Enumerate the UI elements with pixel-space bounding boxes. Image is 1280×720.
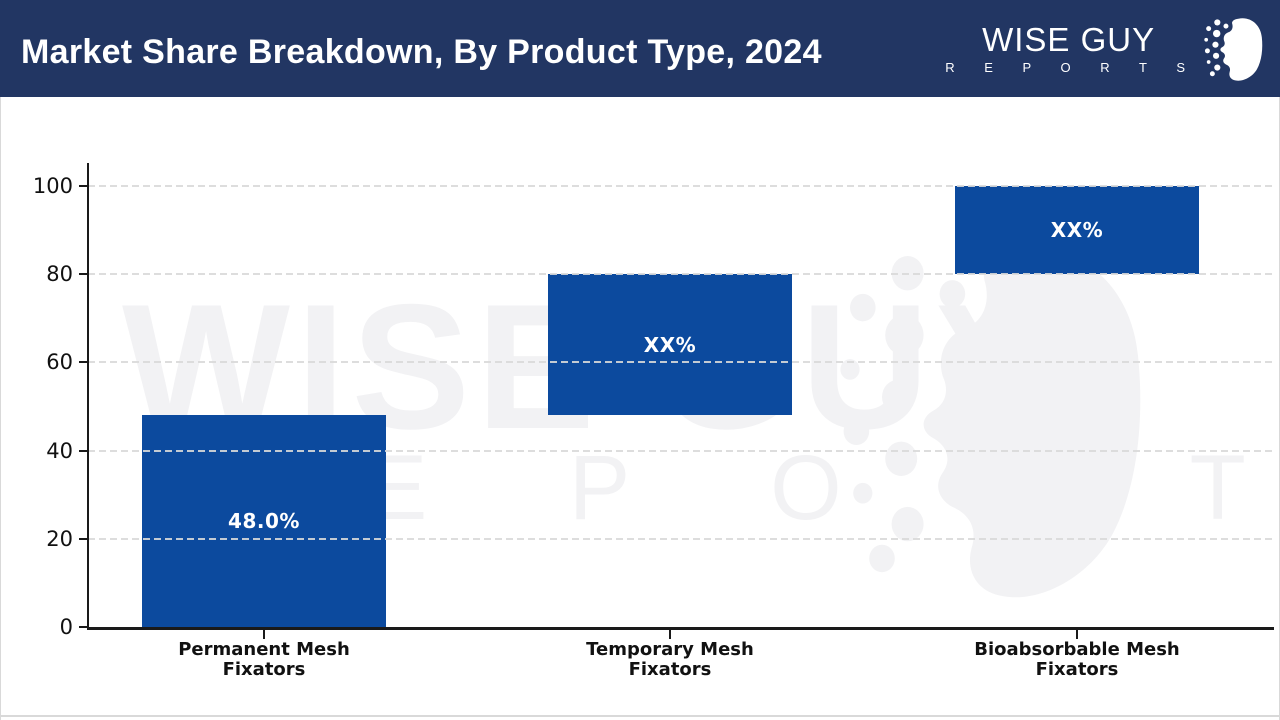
y-axis: [87, 163, 89, 629]
bar-value-label: XX%: [1050, 218, 1104, 243]
y-tick-mark: [79, 449, 88, 452]
y-tick-mark: [79, 185, 88, 187]
x-tick-mark: [669, 630, 671, 639]
y-tick-label: 80: [46, 262, 73, 287]
brand-tagline: R E P O R T S: [945, 59, 1198, 75]
brand-logo: WISE GUY R E P O R T S: [939, 6, 1268, 92]
y-tick-label: 40: [46, 438, 73, 463]
y-tick-label: 60: [46, 350, 73, 375]
bar-value-label: XX%: [643, 332, 697, 357]
x-tick-mark: [1076, 630, 1078, 639]
x-tick-mark: [263, 630, 265, 639]
bar-segment: XX%: [955, 186, 1199, 275]
header-bar: Market Share Breakdown, By Product Type,…: [0, 0, 1280, 97]
y-tick-mark: [79, 361, 88, 364]
face-profile-icon: [1204, 18, 1263, 81]
gridline-100: [88, 185, 1272, 187]
brand-name: WISE GUY: [982, 21, 1156, 59]
chart-area: 0 20 40 60 80 100 48.0% XX% XX% Permanent Mesh Fi…: [0, 97, 1280, 720]
bar-value-label: 48.0%: [228, 509, 300, 534]
page-border-bottom: [0, 715, 1280, 717]
watermark-face-icon: [840, 250, 1141, 598]
y-tick-mark: [79, 626, 88, 628]
y-tick-mark: [79, 537, 88, 540]
x-axis: [87, 627, 1274, 630]
category-label: Permanent Mesh Fixators: [178, 639, 350, 680]
bar-segment: 48.0%: [142, 415, 386, 627]
gridline-60: [88, 361, 1272, 364]
category-label: Bioabsorbable Mesh Fixators: [974, 639, 1180, 680]
page-border-left: [0, 97, 1, 720]
gridline-20: [88, 537, 1272, 540]
gridline-80: [88, 273, 1272, 276]
page-title: Market Share Breakdown, By Product Type,…: [21, 33, 822, 71]
category-label: Temporary Mesh Fixators: [586, 639, 754, 680]
brand-logo-text: WISE GUY R E P O R T S: [939, 23, 1198, 75]
y-tick-mark: [79, 273, 88, 276]
bar-segment: XX%: [548, 274, 792, 416]
y-tick-label: 100: [32, 174, 73, 198]
y-tick-label: 0: [59, 615, 73, 639]
y-tick-label: 20: [46, 526, 73, 551]
gridline-40: [88, 449, 1272, 452]
